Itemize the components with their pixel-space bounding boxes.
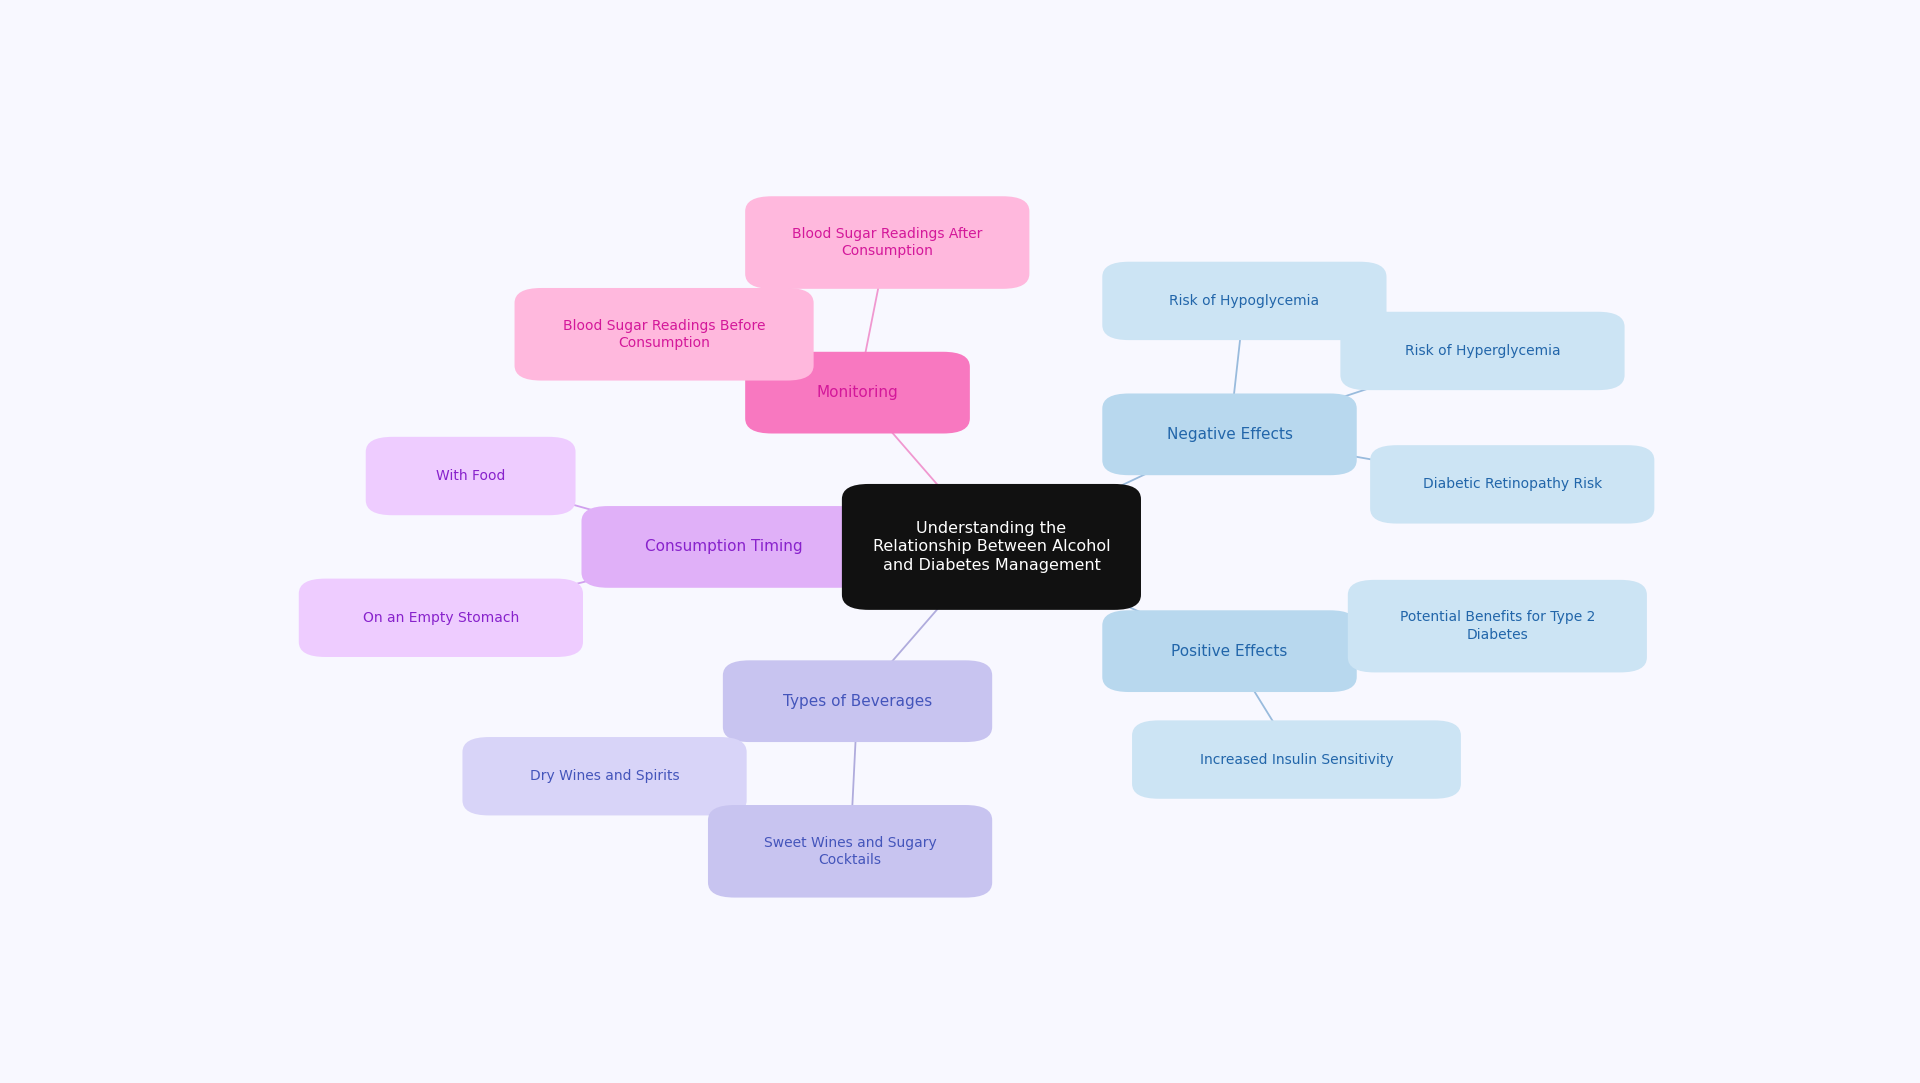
FancyBboxPatch shape [1102, 611, 1357, 692]
Text: Blood Sugar Readings Before
Consumption: Blood Sugar Readings Before Consumption [563, 318, 766, 350]
Text: With Food: With Food [436, 469, 505, 483]
Text: Risk of Hyperglycemia: Risk of Hyperglycemia [1405, 344, 1561, 358]
Text: Negative Effects: Negative Effects [1167, 427, 1292, 442]
Text: Positive Effects: Positive Effects [1171, 643, 1288, 658]
Text: Dry Wines and Spirits: Dry Wines and Spirits [530, 769, 680, 783]
FancyBboxPatch shape [1371, 445, 1655, 523]
FancyBboxPatch shape [582, 506, 866, 588]
FancyBboxPatch shape [745, 352, 970, 433]
FancyBboxPatch shape [300, 578, 584, 657]
Text: Types of Beverages: Types of Beverages [783, 694, 931, 708]
Text: Consumption Timing: Consumption Timing [645, 539, 803, 554]
Text: Blood Sugar Readings After
Consumption: Blood Sugar Readings After Consumption [793, 226, 983, 258]
FancyBboxPatch shape [841, 484, 1140, 610]
FancyBboxPatch shape [1340, 312, 1624, 390]
FancyBboxPatch shape [745, 196, 1029, 289]
FancyBboxPatch shape [722, 661, 993, 742]
Text: Sweet Wines and Sugary
Cocktails: Sweet Wines and Sugary Cocktails [764, 836, 937, 867]
Text: Understanding the
Relationship Between Alcohol
and Diabetes Management: Understanding the Relationship Between A… [872, 521, 1110, 573]
FancyBboxPatch shape [708, 805, 993, 898]
Text: Monitoring: Monitoring [816, 386, 899, 400]
Text: Potential Benefits for Type 2
Diabetes: Potential Benefits for Type 2 Diabetes [1400, 611, 1596, 642]
FancyBboxPatch shape [1102, 393, 1357, 475]
FancyBboxPatch shape [463, 738, 747, 815]
Text: Increased Insulin Sensitivity: Increased Insulin Sensitivity [1200, 753, 1394, 767]
Text: Risk of Hypoglycemia: Risk of Hypoglycemia [1169, 293, 1319, 308]
FancyBboxPatch shape [515, 288, 814, 380]
Text: Diabetic Retinopathy Risk: Diabetic Retinopathy Risk [1423, 478, 1601, 492]
FancyBboxPatch shape [365, 436, 576, 516]
FancyBboxPatch shape [1102, 262, 1386, 340]
FancyBboxPatch shape [1133, 720, 1461, 799]
Text: On an Empty Stomach: On an Empty Stomach [363, 611, 518, 625]
FancyBboxPatch shape [1348, 579, 1647, 673]
